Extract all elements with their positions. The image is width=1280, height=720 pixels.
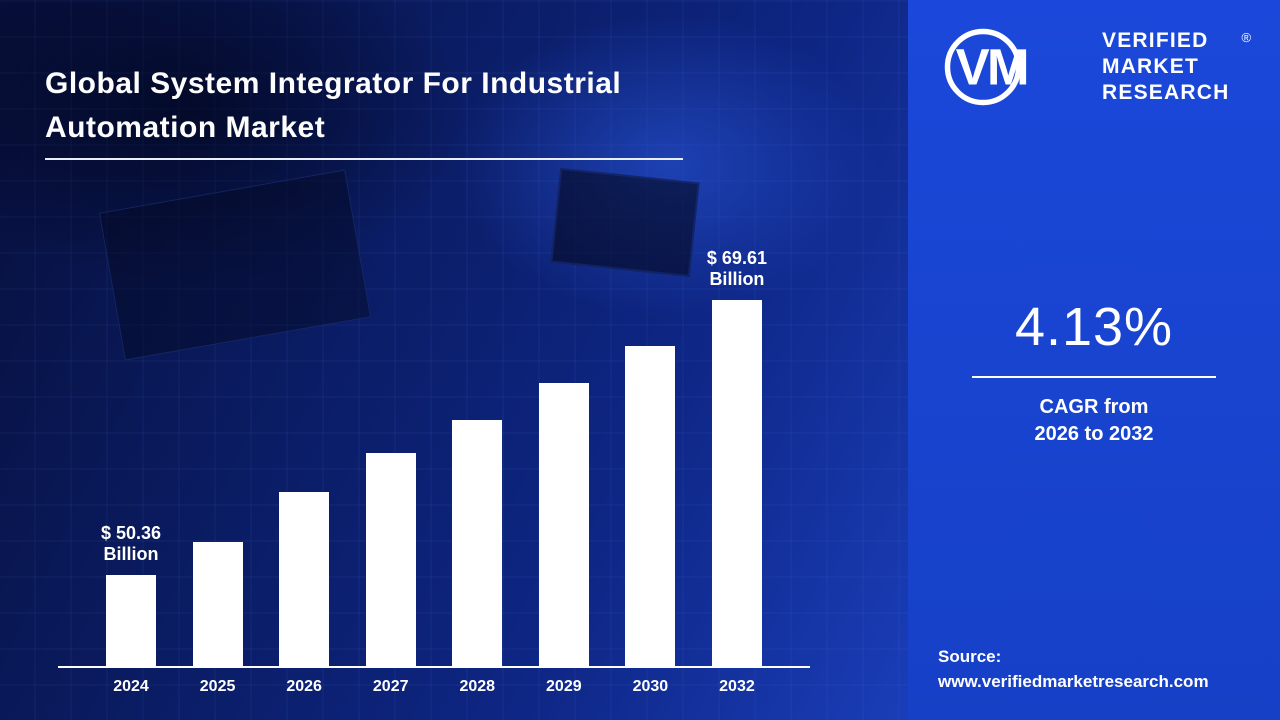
bar-group: $ 50.36 Billion: [100, 523, 162, 666]
bar-group: $ 69.61 Billion: [706, 248, 767, 666]
source-url: www.verifiedmarketresearch.com: [938, 672, 1209, 691]
background-glow: [438, 0, 898, 330]
x-tick-label: 2026: [286, 678, 322, 695]
page-title: Global System Integrator For Industrial …: [45, 62, 621, 150]
bar: [538, 383, 589, 666]
bar-chart: $ 50.36 Billion $ 69.61 Billion 2024 2025 202…: [58, 236, 810, 696]
cagr-value: 4.13%: [1014, 297, 1174, 357]
source-label: Source:: [938, 647, 1002, 666]
brand-name-line1: VERIFIED: [1102, 29, 1209, 52]
x-tick-label: 2027: [372, 678, 409, 695]
bar-group: [449, 420, 505, 666]
x-axis-line: [58, 666, 810, 668]
bar-series: $ 50.36 Billion $ 69.61 Billion: [58, 236, 810, 666]
brand-name: VERIFIED MARKET RESEARCH: [1102, 28, 1229, 106]
x-axis: 2024 2025 2026 2027 2028 2029 2030 2032: [58, 678, 810, 696]
registered-trademark-symbol: ®: [1241, 30, 1252, 45]
page-title-line1: Global System Integrator For Industrial: [45, 67, 622, 100]
bar: [106, 575, 156, 666]
chart-panel: Global System Integrator For Industrial …: [0, 0, 908, 720]
brand-name-line3: RESEARCH: [1102, 81, 1230, 104]
stat-underline: [972, 376, 1216, 378]
x-tick-label: 2032: [719, 678, 755, 695]
bar-group: [190, 542, 246, 666]
background-shadow: [0, 0, 470, 290]
bar: [365, 453, 416, 666]
x-tick-label: 2025: [199, 678, 236, 695]
info-panel: VM VERIFIED MARKET RESEARCH ® 4.13% CAGR…: [908, 0, 1280, 720]
bar-group: [536, 383, 592, 666]
x-tick-label: 2028: [459, 678, 496, 695]
bar-value-label: $ 69.61 Billion: [706, 248, 767, 289]
x-tick-label: 2029: [546, 678, 582, 695]
cagr-caption: CAGR from 2026 to 2032: [908, 394, 1280, 448]
source-attribution: Source: www.verifiedmarketresearch.com: [938, 644, 1209, 694]
bar: [452, 420, 503, 666]
bar: [711, 300, 762, 666]
bar-group: [363, 453, 419, 666]
bar-group: [622, 346, 678, 666]
cagr-caption-line1: CAGR from: [1039, 396, 1149, 418]
svg-text:VM: VM: [956, 38, 1027, 95]
title-underline: [45, 158, 683, 160]
x-tick-label: 2024: [113, 678, 149, 695]
brand-logo: VM VERIFIED MARKET RESEARCH ®: [938, 26, 1251, 108]
vmr-monogram-icon: VM: [944, 28, 1030, 106]
cagr-caption-line2: 2026 to 2032: [1034, 423, 1154, 445]
bar-value-label: $ 50.36 Billion: [100, 523, 162, 564]
bar-group: [276, 492, 332, 666]
brand-name-line2: MARKET: [1102, 55, 1200, 78]
bar: [192, 542, 243, 666]
cagr-stat: 4.13% CAGR from 2026 to 2032: [908, 296, 1280, 448]
bar: [279, 492, 330, 666]
page-title-line2: Automation Market: [45, 111, 326, 144]
x-tick-label: 2030: [632, 678, 669, 695]
bar: [625, 346, 676, 666]
